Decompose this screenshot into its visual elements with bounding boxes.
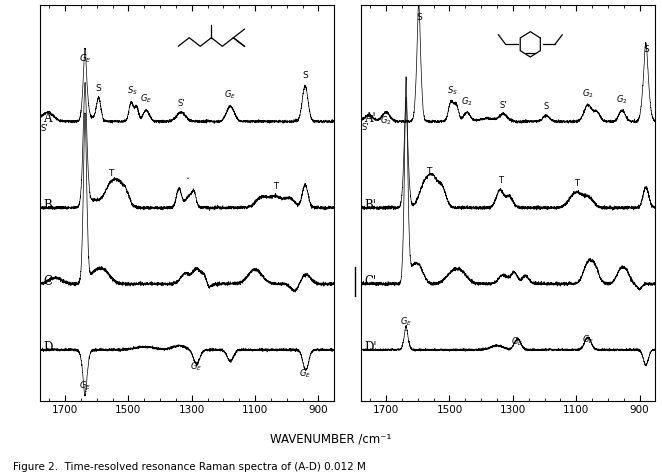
Text: $G_2$: $G_2$ <box>461 95 473 108</box>
Text: S': S' <box>40 124 48 133</box>
Text: WAVENUMBER /cm⁻¹: WAVENUMBER /cm⁻¹ <box>270 433 392 446</box>
Text: $G_2$: $G_2$ <box>380 114 392 127</box>
Text: S': S' <box>500 101 507 110</box>
Text: A': A' <box>364 112 375 126</box>
Text: S: S <box>643 46 649 55</box>
Text: T: T <box>273 182 278 191</box>
Text: $G_E$: $G_E$ <box>140 93 152 105</box>
Text: T: T <box>108 169 113 178</box>
Text: $G_E$: $G_E$ <box>299 367 311 380</box>
Text: C': C' <box>364 275 376 288</box>
Text: $\check{\ }$: $\check{\ }$ <box>186 176 191 185</box>
Text: S': S' <box>177 99 185 108</box>
Text: T: T <box>498 176 502 185</box>
Text: S': S' <box>361 123 369 132</box>
Text: C: C <box>43 275 52 288</box>
Text: $G_E$: $G_E$ <box>79 379 91 392</box>
Text: B: B <box>43 199 52 212</box>
Text: S: S <box>416 13 422 22</box>
Text: D: D <box>43 341 52 354</box>
Text: $S_S$: $S_S$ <box>448 84 458 97</box>
Text: $G_E$: $G_E$ <box>400 316 412 328</box>
Text: S: S <box>303 71 308 80</box>
Text: $G_E$: $G_E$ <box>512 336 524 348</box>
Text: S: S <box>544 102 549 111</box>
Text: $G_E$: $G_E$ <box>79 52 91 64</box>
Text: $G_2$: $G_2$ <box>616 94 628 106</box>
Text: $G_E$: $G_E$ <box>582 334 594 346</box>
Text: T: T <box>574 180 579 189</box>
Text: Figure 2.  Time-resolved resonance Raman spectra of (A-D) 0.012 M: Figure 2. Time-resolved resonance Raman … <box>13 462 366 472</box>
Text: S: S <box>96 83 101 92</box>
Text: B': B' <box>364 199 376 212</box>
Text: $G_E$: $G_E$ <box>224 89 236 101</box>
Text: $S_S$: $S_S$ <box>127 84 138 97</box>
Text: D': D' <box>364 341 377 354</box>
Text: $G_2$: $G_2$ <box>582 88 594 100</box>
Text: T: T <box>426 167 432 176</box>
Text: A: A <box>43 112 52 126</box>
Text: $G_E$: $G_E$ <box>191 361 203 374</box>
